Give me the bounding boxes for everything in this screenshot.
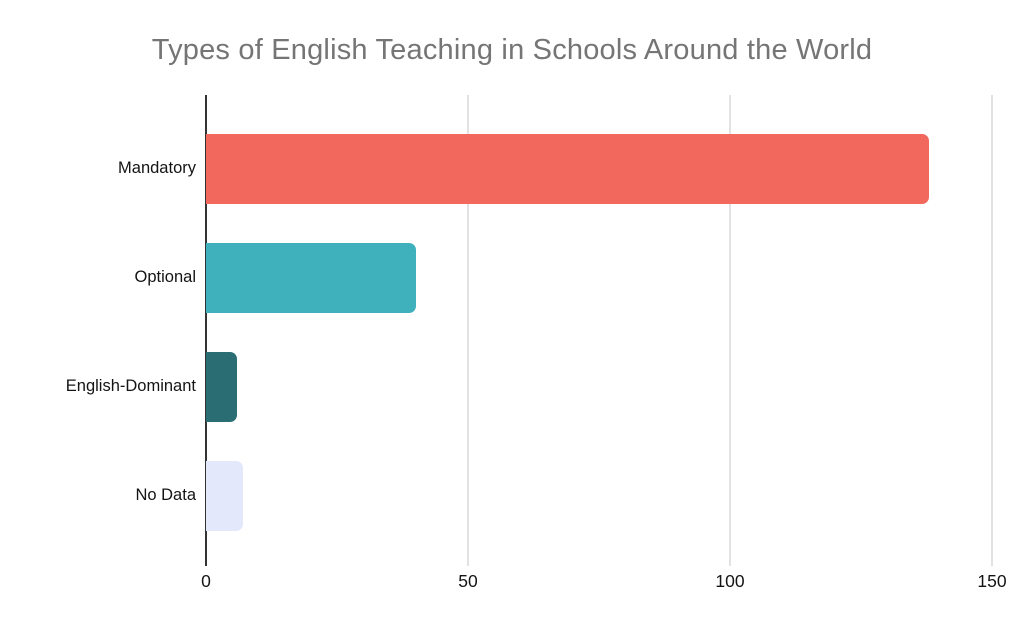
chart-title: Types of English Teaching in Schools Aro… — [151, 34, 873, 66]
category-label-no-data: No Data — [135, 486, 196, 504]
x-tick-label-150: 150 — [977, 571, 1007, 591]
x-axis-tick-labels: 0 50 100 150 — [201, 571, 1010, 601]
y-axis-line — [205, 95, 207, 566]
category-label-mandatory: Mandatory — [118, 159, 196, 177]
category-label-column: Mandatory Optional English-Dominant No Data — [0, 95, 196, 566]
x-tick-label-0: 0 — [201, 571, 211, 591]
x-tick-label-50: 50 — [458, 571, 478, 591]
gridline-50 — [467, 95, 469, 566]
plot-area — [205, 95, 1010, 566]
bar-optional — [206, 242, 416, 313]
category-label-optional: Optional — [134, 268, 196, 286]
bar-english-dominant — [206, 351, 238, 422]
bar-no-data — [206, 460, 243, 531]
category-label-english-dominant: English-Dominant — [65, 377, 196, 395]
x-tick-label-100: 100 — [715, 571, 745, 591]
gridline-150 — [991, 95, 993, 566]
bar-mandatory — [206, 133, 930, 204]
gridline-100 — [729, 95, 731, 566]
